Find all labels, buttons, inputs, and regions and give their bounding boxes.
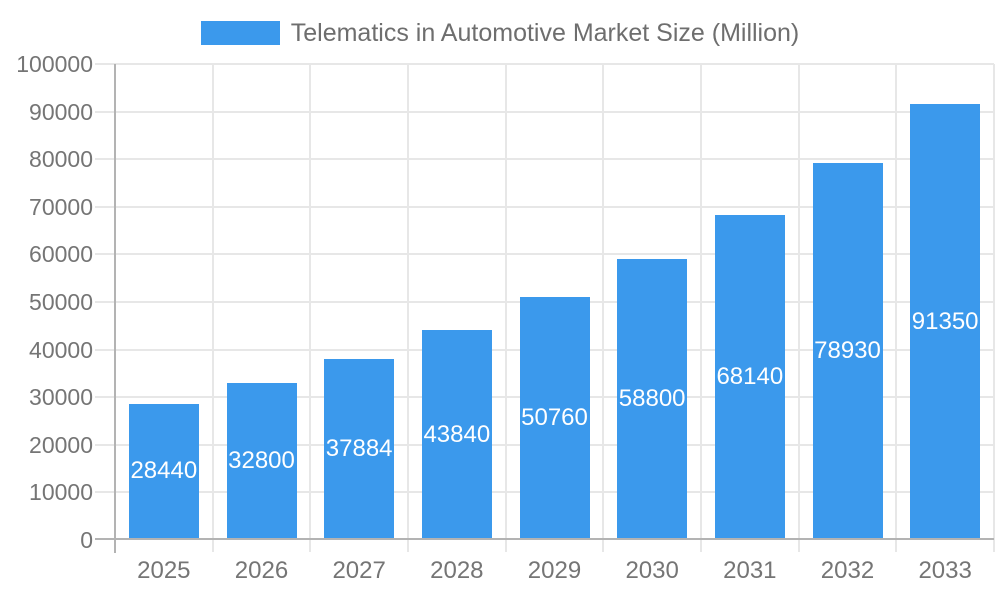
horizontal-gridline: [95, 158, 994, 161]
bar: 91350: [910, 104, 981, 539]
y-axis-label: 50000: [29, 289, 93, 315]
vertical-gridline: [211, 64, 214, 552]
horizontal-gridline: [95, 63, 994, 65]
bar-value-label: 91350: [911, 307, 979, 335]
bar-value-label: 28440: [130, 457, 198, 485]
bar-value-label: 32800: [228, 446, 295, 474]
y-axis-label: 40000: [29, 336, 93, 363]
horizontal-gridline: [95, 205, 994, 208]
x-axis-baseline: [95, 538, 994, 540]
x-axis-label: 2031: [723, 557, 777, 584]
vertical-gridline: [407, 64, 409, 552]
y-axis-labels: 0 10000 20000 30000 40000 50000 60000 70000 8000…: [0, 51, 93, 553]
bar-value-label: 43840: [423, 420, 491, 448]
y-axis-line: [114, 64, 116, 553]
y-axis-label: 30000: [29, 384, 93, 411]
x-axis-label: 2032: [820, 557, 875, 584]
bar-value-label: 78930: [814, 337, 881, 365]
x-axis-label: 2026: [234, 557, 289, 584]
horizontal-gridline: [95, 110, 994, 113]
bar: 43840: [421, 330, 492, 539]
bar: 32800: [226, 382, 297, 539]
x-axis-label: 2030: [625, 557, 679, 584]
vertical-gridline: [504, 64, 507, 552]
y-axis-label: 60000: [29, 241, 93, 268]
x-axis-label: 2025: [137, 557, 191, 584]
bar: 28440: [128, 403, 199, 539]
vertical-gridline: [797, 64, 800, 552]
x-axis-label: 2027: [332, 557, 386, 584]
y-axis-label: 0: [80, 527, 93, 553]
y-axis-label: 20000: [29, 431, 93, 458]
y-axis-label: 70000: [29, 193, 93, 220]
legend-swatch: [200, 21, 280, 45]
vertical-gridline: [700, 64, 702, 552]
bar-value-label: 58800: [618, 385, 686, 413]
vertical-gridline: [993, 64, 995, 552]
bar: 78930: [812, 163, 883, 539]
x-axis-label: 2033: [918, 557, 972, 584]
bar: 50760: [519, 297, 590, 539]
vertical-gridline: [602, 64, 605, 552]
y-axis-label: 80000: [29, 146, 93, 173]
bar-value-label: 37884: [325, 434, 393, 462]
horizontal-gridline: [95, 253, 994, 256]
y-axis-label: 90000: [29, 98, 93, 125]
bar: 37884: [324, 358, 395, 539]
x-axis-label: 2028: [430, 557, 484, 584]
vertical-gridline: [895, 64, 898, 552]
bar: 58800: [617, 259, 688, 539]
y-axis-label: 100000: [16, 51, 93, 77]
x-axis-label: 2029: [527, 557, 582, 584]
bar-value-label: 68140: [716, 362, 784, 390]
x-axis-labels: 2025 2026 2027 2028 2029 2030 2031 2032 2033: [115, 557, 994, 587]
bar-value-label: 50760: [521, 404, 588, 432]
chart-title: Telematics in Automotive Market Size (Mi…: [290, 19, 800, 47]
plot-area: 28440 32800 37884 43840 50760 58800 68140 78930…: [95, 63, 995, 553]
legend: Telematics in Automotive Market Size (Mi…: [0, 20, 1000, 46]
vertical-gridline: [309, 64, 312, 552]
bar: 68140: [714, 214, 785, 539]
y-axis-label: 10000: [29, 479, 93, 506]
